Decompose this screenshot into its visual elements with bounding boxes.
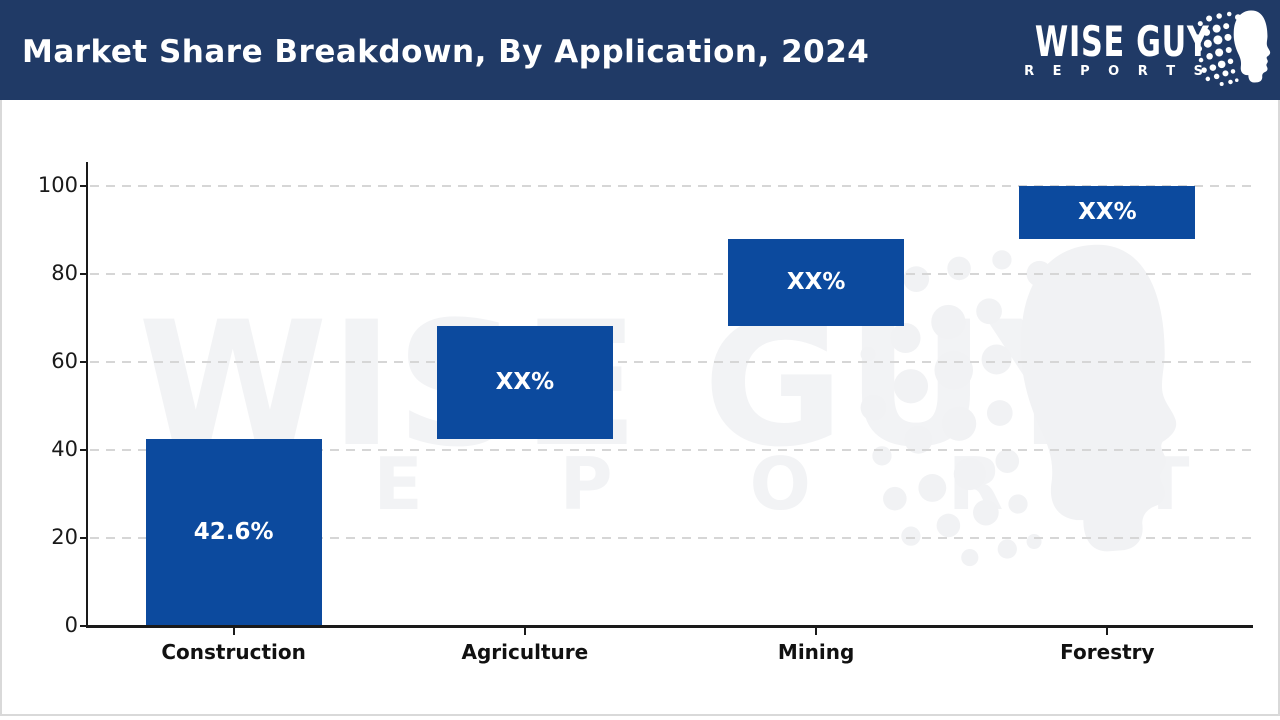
y-axis-spine (86, 162, 88, 628)
bar-value-label: 42.6% (193, 519, 274, 546)
ytick-mark-60 (80, 361, 88, 363)
ytick-mark-80 (80, 273, 88, 275)
dotted-head-logo-icon (1194, 6, 1272, 94)
xtick-mark-1 (523, 626, 526, 635)
bar-forestry: XX% (1019, 186, 1196, 239)
bar-agriculture: XX% (436, 325, 613, 439)
logo-subtext: R E P O R T S (1024, 64, 1210, 79)
bar-construction: 42.6% (145, 438, 322, 626)
page-title: Market Share Breakdown, By Application, … (22, 34, 870, 70)
ytick-label-60: 60 (51, 349, 78, 373)
gridline-40 (90, 449, 1253, 451)
xtick-mark-2 (815, 626, 818, 635)
gridline-100 (90, 185, 1253, 187)
ytick-label-100: 100 (37, 173, 78, 197)
xtick-label-2: Mining (777, 640, 855, 664)
ytick-label-0: 0 (64, 613, 78, 637)
bar-value-label: XX% (786, 269, 846, 296)
ytick-label-40: 40 (51, 437, 78, 461)
ytick-mark-20 (80, 537, 88, 539)
logo-wordmark: WISE GUY (1035, 17, 1210, 66)
ytick-mark-0 (80, 625, 88, 627)
ytick-label-20: 20 (51, 525, 78, 549)
ytick-mark-100 (80, 185, 88, 187)
xtick-label-0: Construction (161, 640, 306, 664)
xtick-label-3: Forestry (1060, 640, 1155, 664)
gridline-20 (90, 537, 1253, 539)
wiseguy-logo: WISE GUY R E P O R T S (967, 17, 1210, 80)
bar-value-label: XX% (1078, 199, 1137, 226)
bar-value-label: XX% (495, 369, 555, 396)
gridline-60 (90, 361, 1253, 363)
xtick-mark-0 (232, 626, 235, 635)
x-axis-spine (86, 625, 1253, 628)
xtick-label-1: Agriculture (461, 640, 589, 664)
gridline-80 (90, 273, 1253, 275)
bar-mining: XX% (728, 238, 905, 326)
xtick-mark-3 (1106, 626, 1109, 635)
header-bar: Market Share Breakdown, By Application, … (0, 0, 1280, 100)
ytick-label-80: 80 (51, 261, 78, 285)
ytick-mark-40 (80, 449, 88, 451)
